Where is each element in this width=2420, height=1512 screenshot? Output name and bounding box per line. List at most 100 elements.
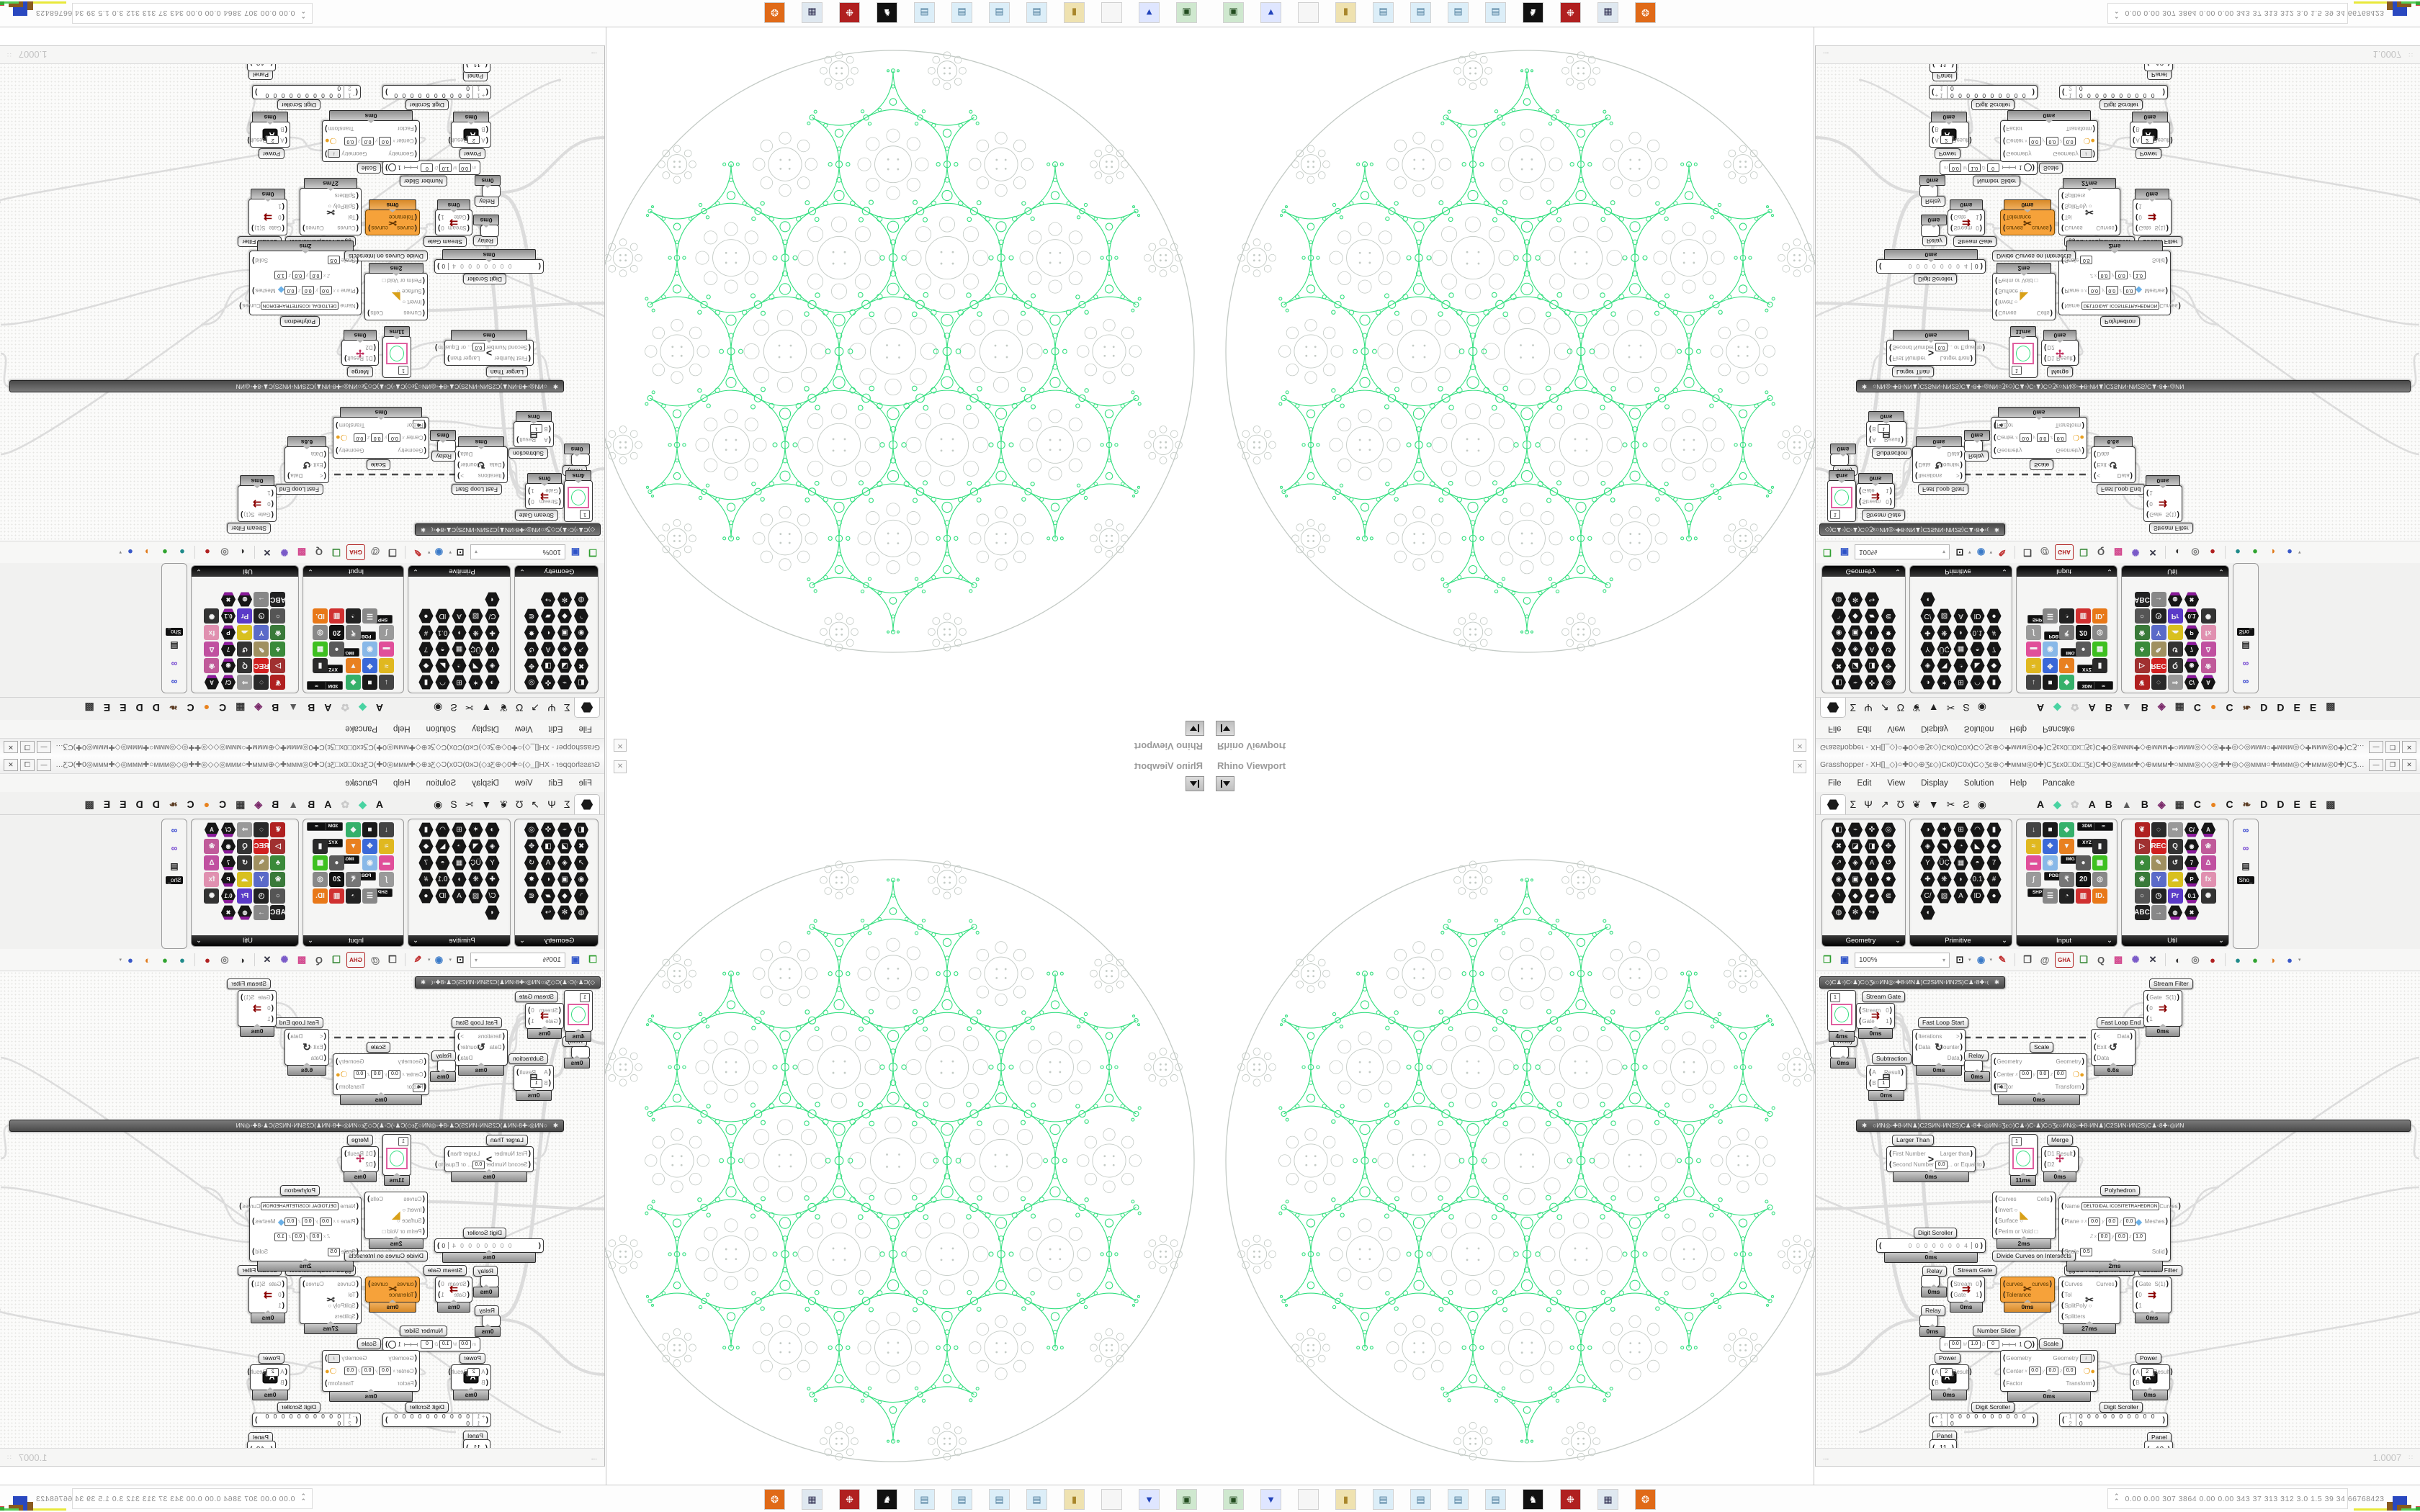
palette-icon[interactable]: ⋐: [524, 608, 539, 624]
palette-icon[interactable]: ◝: [1831, 888, 1847, 904]
palette-icon[interactable]: Y: [2151, 872, 2166, 887]
palette-icon[interactable]: ◎: [524, 822, 539, 837]
component-label[interactable]: Larger Than: [1892, 1135, 1935, 1146]
palette-icon[interactable]: ◍: [238, 905, 253, 920]
input-port[interactable]: B: [1932, 125, 1938, 133]
input-port[interactable]: Data: [311, 450, 326, 458]
input-port[interactable]: 0: [278, 1291, 284, 1299]
tab-tool-6[interactable]: ✂: [465, 702, 474, 714]
output-port[interactable]: ... or Equal to: [435, 1161, 472, 1169]
toolbar-button-1[interactable]: ▣: [1839, 954, 1850, 965]
palette-icon[interactable]: ◝: [1832, 608, 1847, 624]
palette-icon[interactable]: ↺: [524, 855, 539, 870]
component-body[interactable]: ⊟AResultB1: [1866, 421, 1906, 447]
palette-icon[interactable]: ◔: [2059, 888, 2074, 904]
palette-icon[interactable]: C/: [221, 822, 236, 837]
minimize-button[interactable]: —: [2369, 741, 2383, 754]
palette-icon[interactable]: ☁: [237, 625, 253, 640]
palette-icon[interactable]: ▬: [379, 855, 394, 870]
maximize-button[interactable]: ❐: [20, 741, 35, 754]
palette-icon[interactable]: ✺: [204, 888, 220, 904]
menu-item-display[interactable]: Display: [472, 778, 499, 788]
component-label[interactable]: Scale: [2039, 163, 2063, 174]
palette-icon[interactable]: →: [2151, 592, 2166, 607]
palette-icon[interactable]: ✸: [524, 625, 539, 640]
palette-icon[interactable]: XYZ: [2077, 839, 2097, 847]
palette-icon[interactable]: ▥: [2076, 608, 2091, 624]
palette-icon[interactable]: ↓: [2026, 675, 2041, 690]
shelf-icon[interactable]: ▤: [170, 641, 179, 652]
component-label[interactable]: Larger Than: [485, 1135, 528, 1146]
taskbar-app-icon[interactable]: ❉: [1560, 2, 1581, 23]
toolbar-button-9[interactable]: GHA: [2055, 952, 2074, 968]
palette-icon[interactable]: ◈: [485, 658, 500, 673]
palette-icon[interactable]: ₹: [346, 872, 361, 887]
palette-footer[interactable]: Geometry ⌄: [1822, 935, 1905, 946]
palette-icon[interactable]: Q: [2167, 658, 2183, 673]
tab-tool-4[interactable]: ❦: [499, 702, 508, 714]
tab-plugin-16[interactable]: E: [103, 702, 111, 714]
palette-icon[interactable]: ID: [435, 608, 450, 624]
toolbar-button-16[interactable]: ◐: [239, 546, 245, 558]
polyhedron-name[interactable]: DELTOIDAL ICOSITETRAHEDRON: [2081, 1202, 2160, 1210]
palette-icon[interactable]: ▥: [2076, 888, 2091, 904]
toolbar-button-17[interactable]: ◎: [2191, 954, 2200, 965]
tab-plugin-6[interactable]: B: [272, 798, 279, 810]
input-port[interactable]: Data: [1915, 1043, 1930, 1051]
output-port[interactable]: 1: [528, 1017, 534, 1025]
palette-icon[interactable]: ◣: [435, 658, 450, 673]
taskbar-app-icon[interactable]: ▤: [914, 1489, 935, 1510]
tab-plugin-15[interactable]: E: [120, 798, 127, 810]
palette-icon[interactable]: ◈: [485, 839, 500, 854]
palette-icon[interactable]: ⋐: [524, 888, 539, 904]
palette-footer[interactable]: Primitive ⌄: [1910, 566, 2012, 577]
palette-icon[interactable]: A: [205, 822, 220, 837]
shelf-icon[interactable]: ∞: [2242, 677, 2249, 688]
input-port[interactable]: Gate: [1950, 1291, 1966, 1299]
component-label[interactable]: Stream Gate: [514, 510, 558, 521]
input-port[interactable]: Invert ○: [403, 1206, 425, 1214]
palette-icon[interactable]: A: [205, 675, 220, 690]
component-label[interactable]: Fast Loop End: [2097, 1017, 2146, 1028]
zoom-select[interactable]: 100% ▾: [470, 952, 565, 968]
palette-icon[interactable]: Pr: [2167, 608, 2183, 624]
output-port[interactable]: 0: [1976, 224, 1982, 232]
tab-plugin-4[interactable]: B: [308, 798, 315, 810]
toolbar-button-5[interactable]: ✎: [1998, 547, 2007, 558]
component-label[interactable]: Power: [2136, 148, 2162, 159]
taskbar-app-icon[interactable]: ♞: [1523, 2, 1543, 23]
palette-icon[interactable]: ◧: [1832, 675, 1847, 690]
palette-icon[interactable]: ◪: [1847, 839, 1863, 854]
input-port[interactable]: A: [1869, 1068, 1876, 1076]
toolbar-button-14[interactable]: ✕: [263, 547, 272, 558]
palette-icon[interactable]: ▦: [452, 642, 467, 657]
palette-footer[interactable]: Util ⌄: [192, 935, 298, 946]
input-port[interactable]: curves: [2003, 1280, 2023, 1288]
palette-icon[interactable]: ❀: [2200, 839, 2216, 854]
tab-plugin-9[interactable]: C: [219, 798, 227, 810]
palette-icon[interactable]: ✖: [221, 592, 236, 607]
slider-track[interactable]: [2002, 1342, 2017, 1346]
palette-icon[interactable]: ❋: [468, 872, 483, 887]
toolbar-button-4[interactable]: ◉: [1976, 547, 1986, 558]
palette-icon[interactable]: ◷: [254, 608, 269, 624]
tab-params[interactable]: [1820, 794, 1846, 814]
input-port[interactable]: D1: [2044, 1150, 2054, 1158]
menu-item-pancake[interactable]: Pancake: [2043, 778, 2075, 788]
palette-icon[interactable]: A: [2201, 675, 2216, 690]
palette-icon[interactable]: ◈: [1848, 642, 1863, 657]
palette-icon[interactable]: ◆: [418, 658, 434, 673]
toolbar-button-12[interactable]: ▩: [2113, 954, 2123, 965]
palette-icon[interactable]: ◑: [485, 675, 500, 690]
output-port[interactable]: 0: [528, 1007, 534, 1014]
palette-icon[interactable]: ◧: [574, 822, 589, 837]
number-slider[interactable]: m 0.0 M 1.0 D 0 1: [1940, 161, 2038, 175]
shelf-icon[interactable]: ∞: [171, 842, 178, 853]
component-body[interactable]: ✂CurvesCurvesTolSplitPoly ○Splitters: [2058, 1277, 2120, 1324]
taskbar-app-icon[interactable]: ▤: [1485, 1489, 1506, 1510]
output-port[interactable]: Data: [1948, 1054, 1963, 1062]
input-port[interactable]: SplitPoly ○: [2061, 202, 2092, 210]
palette-icon[interactable]: ◍: [238, 592, 253, 607]
component-body[interactable]: ✢D1ResultD2: [2041, 340, 2079, 366]
